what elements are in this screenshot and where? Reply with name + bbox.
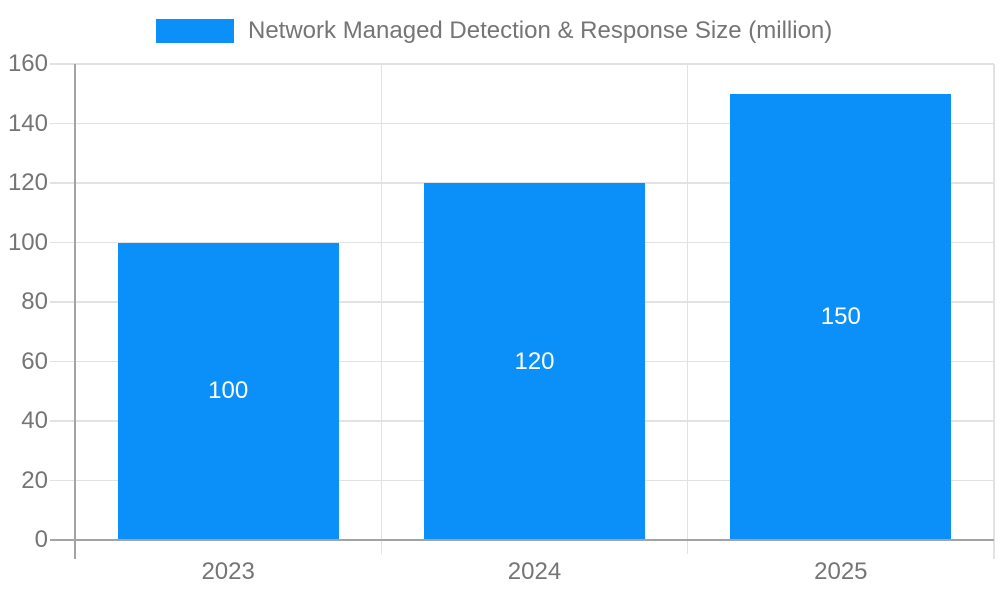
x-tick-label: 2023 [201, 558, 255, 585]
bar [730, 93, 952, 540]
x-tick-label: 2024 [507, 558, 562, 585]
legend: Network Managed Detection & Response Siz… [156, 17, 832, 45]
y-tick-label: 40 [21, 407, 48, 434]
x-gridline [380, 64, 383, 540]
x-tick-mark [380, 540, 383, 554]
y-gridline [50, 122, 994, 125]
y-gridline [50, 63, 994, 65]
x-gridline [686, 64, 689, 540]
y-tick-label: 20 [21, 466, 48, 494]
y-tick-label: 0 [34, 526, 48, 553]
y-tick-label: 160 [7, 50, 48, 77]
bar-value-label: 100 [208, 377, 249, 405]
x-axis-line [50, 539, 994, 541]
legend-swatch [156, 19, 234, 43]
y-tick-label: 60 [21, 347, 48, 375]
bar-value-label: 120 [514, 347, 555, 375]
y-tick-label: 140 [7, 109, 48, 137]
plot-right-border [993, 64, 995, 559]
bar-value-label: 150 [820, 302, 861, 330]
bar [424, 183, 645, 540]
legend-label: Network Managed Detection & Response Siz… [248, 17, 833, 44]
y-tick-label: 80 [21, 288, 48, 315]
bar [117, 242, 339, 540]
x-tick-mark [686, 540, 689, 554]
x-tick-label: 2025 [814, 558, 868, 585]
y-tick-label: 100 [7, 228, 48, 256]
y-axis-line [74, 64, 76, 559]
y-tick-label: 120 [7, 169, 48, 196]
